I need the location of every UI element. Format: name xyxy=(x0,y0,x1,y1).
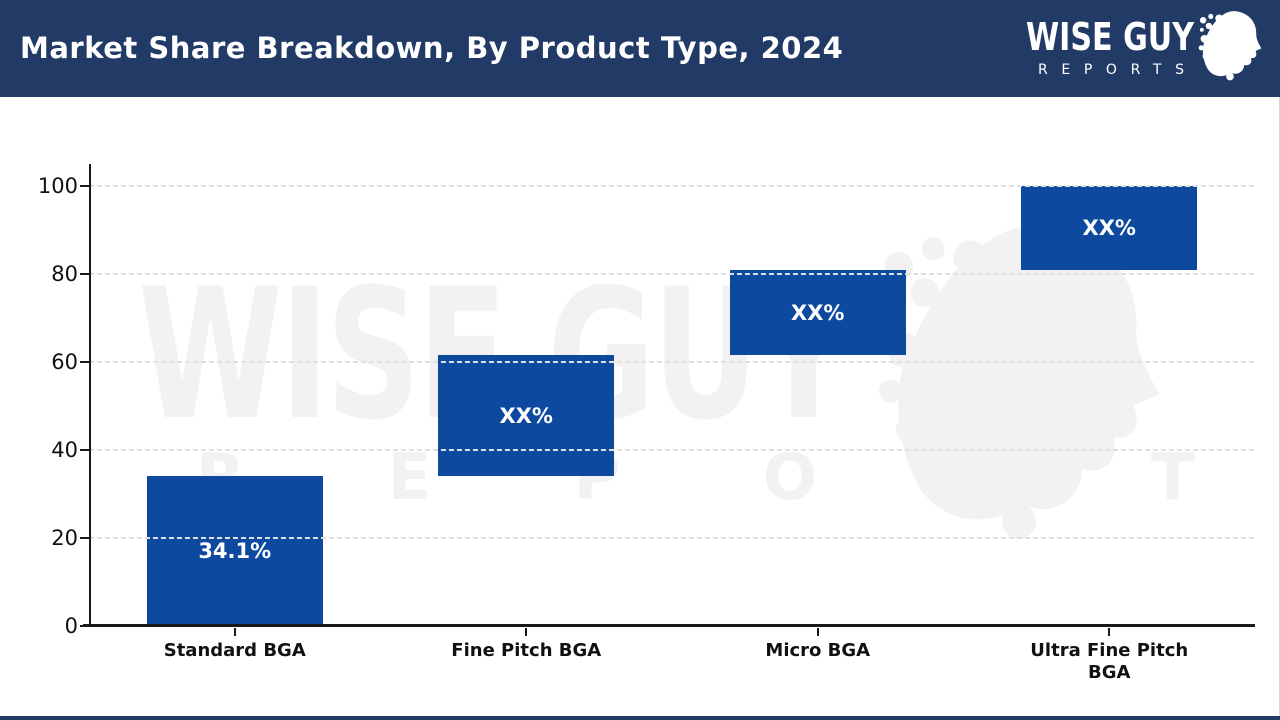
logo-subtitle: REPORTS xyxy=(1038,62,1184,78)
bar-value-label: 34.1% xyxy=(198,538,272,563)
x-axis-tick xyxy=(525,628,528,636)
bar-segment: XX% xyxy=(438,355,615,476)
y-axis-tick-label: 100 xyxy=(37,174,78,198)
gridline xyxy=(89,449,1255,451)
y-axis-tick-label: 60 xyxy=(51,350,78,374)
logo-wordmark: WISE GUY xyxy=(1026,15,1194,59)
x-axis-category-label: Ultra Fine Pitch BGA xyxy=(1030,640,1189,683)
x-axis-category-label: Micro BGA xyxy=(765,640,871,661)
logo-face-icon xyxy=(1198,11,1262,81)
x-axis-tick xyxy=(233,628,236,636)
x-axis-category-label: Fine Pitch BGA xyxy=(451,640,602,661)
gridline xyxy=(89,537,1255,539)
y-axis-tick-label: 0 xyxy=(64,614,78,638)
y-axis-tick xyxy=(80,537,89,539)
y-axis-tick xyxy=(80,361,89,363)
x-axis-tick xyxy=(816,628,819,636)
y-axis-tick-label: 80 xyxy=(51,262,78,286)
x-axis-tick xyxy=(1108,628,1111,636)
x-axis-category-label: Standard BGA xyxy=(163,640,306,661)
gridline xyxy=(89,273,1255,275)
wise-guy-logo: WISE GUY REPORTS xyxy=(1026,11,1262,81)
y-axis-tick-label: 20 xyxy=(51,526,78,550)
y-axis-tick xyxy=(80,185,89,187)
gridline xyxy=(89,185,1255,187)
bar-value-label: XX% xyxy=(499,403,553,428)
y-axis-tick-label: 40 xyxy=(51,438,78,462)
x-axis-line xyxy=(83,624,1255,627)
y-axis-tick xyxy=(80,273,89,275)
y-axis-tick xyxy=(80,449,89,451)
footer-bar xyxy=(0,716,1280,720)
page-title: Market Share Breakdown, By Product Type,… xyxy=(20,31,844,65)
bar-segment: 34.1% xyxy=(146,475,323,626)
header-bar: Market Share Breakdown, By Product Type,… xyxy=(0,0,1280,97)
gridline xyxy=(89,361,1255,363)
bar-segment: XX% xyxy=(1021,186,1198,271)
y-axis-line xyxy=(89,164,91,627)
bar-value-label: XX% xyxy=(791,300,845,325)
bar-segment: XX% xyxy=(729,270,906,356)
bar-value-label: XX% xyxy=(1082,216,1136,241)
